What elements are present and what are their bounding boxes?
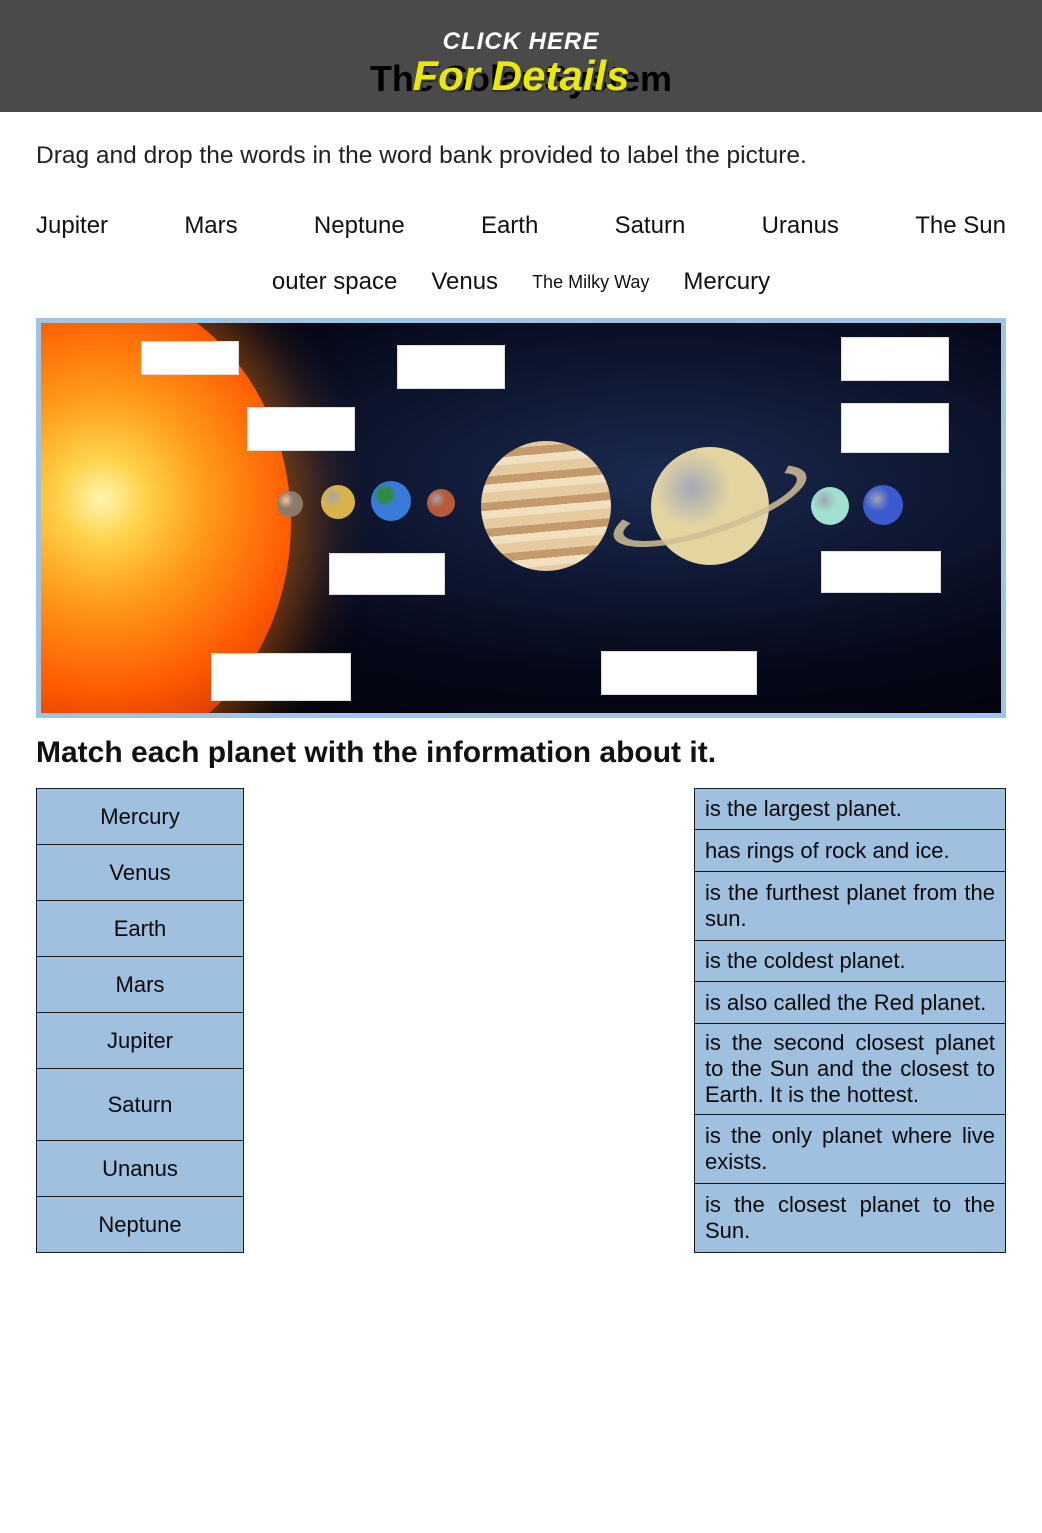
instruction-text: Drag and drop the words in the word bank… [36, 142, 1006, 170]
word-bank: Jupiter Mars Neptune Earth Saturn Uranus… [36, 212, 1006, 296]
match-planet-cell[interactable]: Neptune [37, 1197, 244, 1253]
match-planet-cell[interactable]: Jupiter [37, 1013, 244, 1069]
label-dropzone[interactable] [841, 337, 949, 381]
label-dropzone[interactable] [141, 341, 239, 375]
word-mars[interactable]: Mars [184, 212, 237, 240]
planet-mars [427, 489, 455, 517]
match-fact-cell[interactable]: is the second closest planet to the Sun … [695, 1023, 1006, 1114]
label-dropzone[interactable] [211, 653, 351, 701]
match-heading: Match each planet with the information a… [36, 736, 1006, 770]
match-fact-cell[interactable]: is the only planet where live exists. [695, 1114, 1006, 1183]
worksheet-content: Drag and drop the words in the word bank… [0, 112, 1042, 1293]
word-bank-row-2: outer space Venus The Milky Way Mercury [36, 268, 1006, 296]
planet-venus [321, 485, 355, 519]
match-planet-cell[interactable]: Mercury [37, 789, 244, 845]
match-section: MercuryVenusEarthMarsJupiterSaturnUnanus… [36, 788, 1006, 1253]
match-fact-cell[interactable]: has rings of rock and ice. [695, 830, 1006, 871]
match-fact-cell[interactable]: is the largest planet. [695, 789, 1006, 830]
match-left-column: MercuryVenusEarthMarsJupiterSaturnUnanus… [36, 788, 244, 1253]
match-fact-cell[interactable]: is the closest planet to the Sun. [695, 1183, 1006, 1252]
label-dropzone[interactable] [841, 403, 949, 453]
planet-mercury [277, 491, 303, 517]
banner-line2: For Details [0, 52, 1042, 100]
banner-line1: CLICK HERE [0, 0, 1042, 56]
match-right-column: is the largest planet.has rings of rock … [694, 788, 1006, 1253]
word-jupiter[interactable]: Jupiter [36, 212, 108, 240]
label-dropzone[interactable] [397, 345, 505, 389]
word-earth[interactable]: Earth [481, 212, 538, 240]
solar-system-diagram [36, 318, 1006, 718]
match-fact-cell[interactable]: is the coldest planet. [695, 940, 1006, 981]
planet-jupiter [481, 441, 611, 571]
match-planet-cell[interactable]: Saturn [37, 1069, 244, 1141]
label-dropzone[interactable] [329, 553, 445, 595]
word-milky-way[interactable]: The Milky Way [532, 272, 649, 293]
planet-neptune [863, 485, 903, 525]
word-uranus[interactable]: Uranus [762, 212, 839, 240]
word-saturn[interactable]: Saturn [615, 212, 686, 240]
word-outer-space[interactable]: outer space [272, 268, 397, 296]
word-mercury[interactable]: Mercury [683, 268, 770, 296]
match-fact-cell[interactable]: is also called the Red planet. [695, 982, 1006, 1023]
match-planet-cell[interactable]: Earth [37, 901, 244, 957]
label-dropzone[interactable] [247, 407, 355, 451]
word-venus[interactable]: Venus [431, 268, 498, 296]
match-planet-cell[interactable]: Unanus [37, 1141, 244, 1197]
word-the-sun[interactable]: The Sun [915, 212, 1006, 240]
match-fact-cell[interactable]: is the furthest planet from the sun. [695, 871, 1006, 940]
ad-banner[interactable]: The Solar System CLICK HERE For Details [0, 0, 1042, 112]
match-planet-cell[interactable]: Venus [37, 845, 244, 901]
planet-uranus [811, 487, 849, 525]
label-dropzone[interactable] [601, 651, 757, 695]
word-bank-row-1: Jupiter Mars Neptune Earth Saturn Uranus… [36, 212, 1006, 240]
word-neptune[interactable]: Neptune [314, 212, 405, 240]
label-dropzone[interactable] [821, 551, 941, 593]
planet-earth [371, 481, 411, 521]
match-planet-cell[interactable]: Mars [37, 957, 244, 1013]
